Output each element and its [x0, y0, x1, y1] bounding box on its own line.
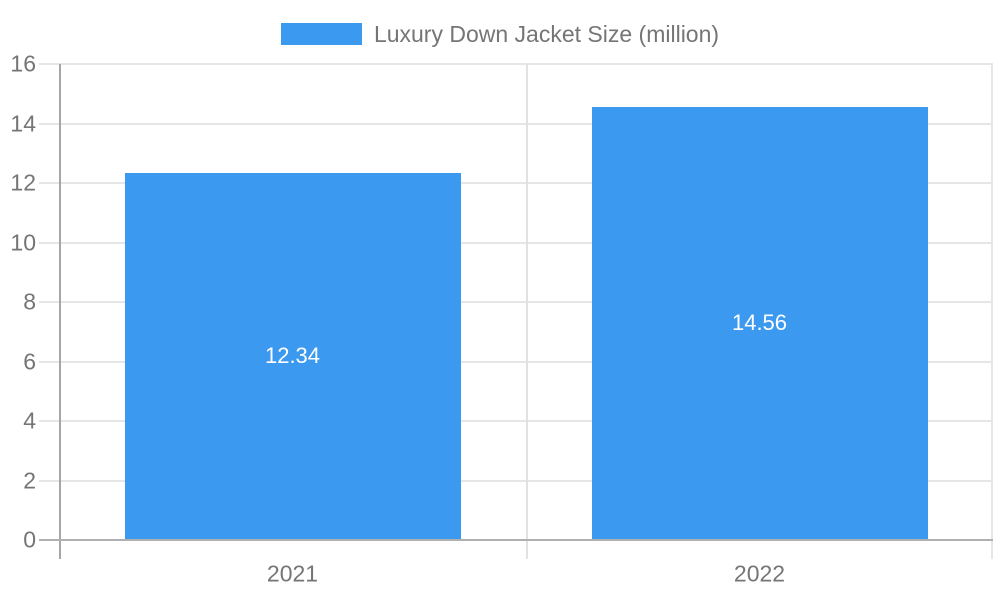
y-gridline [39, 241, 993, 244]
y-tick-label: 14 [10, 110, 36, 136]
bar-value-label: 12.34 [264, 343, 321, 369]
plot-right-border [991, 64, 993, 559]
y-tick-label: 0 [23, 526, 36, 553]
y-tick-label: 10 [10, 229, 36, 255]
y-gridline [39, 360, 993, 363]
y-tick-label: 8 [23, 288, 36, 315]
bar-2022 [592, 106, 928, 540]
y-tick-label: 2 [23, 467, 36, 493]
legend-label: Luxury Down Jacket Size (million) [373, 21, 720, 47]
x-axis-label: 2021 [266, 560, 319, 587]
y-gridline [39, 63, 993, 65]
y-gridline [39, 182, 993, 184]
y-tick-label: 6 [23, 348, 36, 374]
y-gridline [39, 479, 993, 482]
y-tick-label: 16 [10, 50, 36, 77]
y-axis-line [59, 64, 61, 559]
legend-item[interactable]: Luxury Down Jacket Size (million) [280, 21, 720, 47]
y-gridline [39, 122, 993, 125]
y-tick-label: 4 [23, 407, 36, 434]
y-gridline [39, 420, 993, 422]
y-gridline [39, 301, 993, 303]
chart-legend: Luxury Down Jacket Size (million) [0, 21, 1000, 47]
x-axis-line [39, 539, 993, 541]
bar-2021 [125, 172, 461, 540]
y-tick-label: 12 [10, 169, 36, 196]
category-divider-gridline [526, 64, 528, 559]
bar-value-label: 14.56 [731, 310, 788, 336]
x-axis-label: 2022 [733, 560, 786, 587]
legend-swatch-icon [280, 23, 362, 45]
